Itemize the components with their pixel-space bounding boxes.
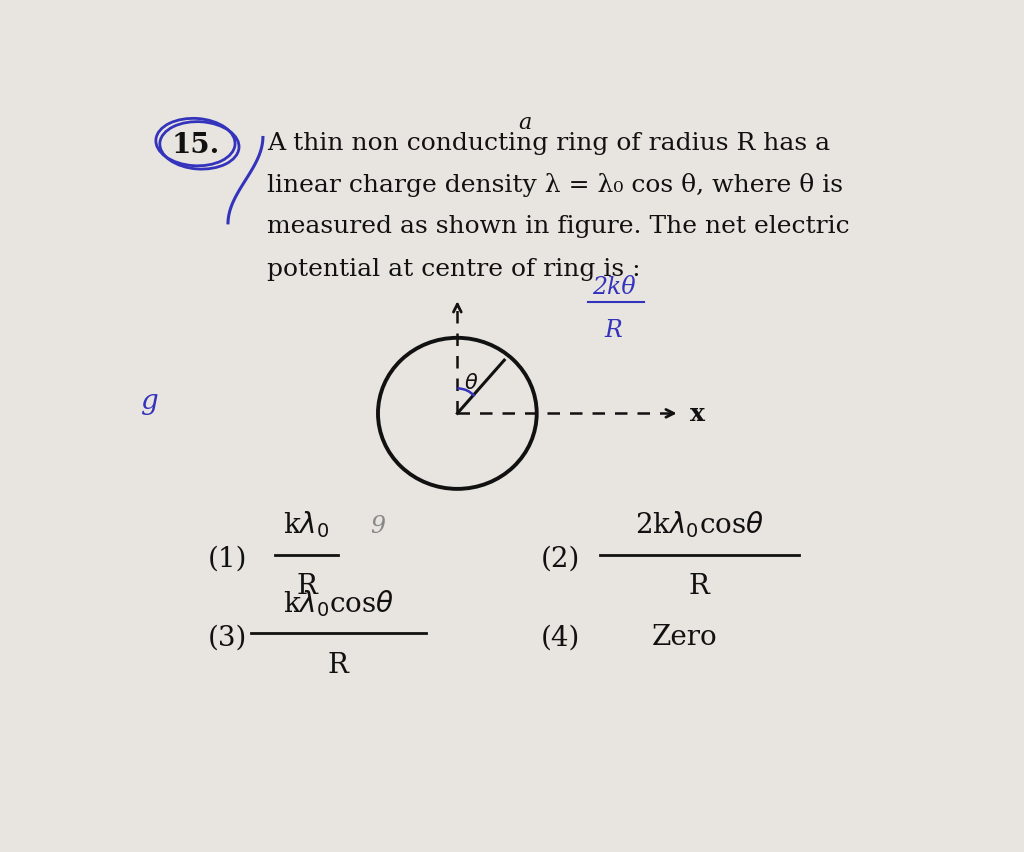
Text: x: x [690,402,705,426]
Text: measured as shown in figure. The net electric: measured as shown in figure. The net ele… [267,215,850,238]
Text: R: R [689,573,710,600]
Text: (2): (2) [541,544,580,572]
Text: (4): (4) [541,624,580,650]
Text: 2k$\lambda_0$cos$\theta$: 2k$\lambda_0$cos$\theta$ [635,509,764,540]
Text: 2kθ: 2kθ [592,276,636,299]
Text: Zero: Zero [652,624,718,650]
Text: $\theta$: $\theta$ [464,373,478,393]
Text: 15.: 15. [172,132,220,158]
Text: g: g [140,388,158,414]
Text: R: R [296,573,317,600]
Text: k$\lambda_0$: k$\lambda_0$ [284,509,330,540]
Text: linear charge density λ = λ₀ cos θ, where θ is: linear charge density λ = λ₀ cos θ, wher… [267,172,843,197]
Text: R: R [328,651,349,678]
Text: k$\lambda_0$cos$\theta$: k$\lambda_0$cos$\theta$ [283,588,394,619]
Text: potential at centre of ring is :: potential at centre of ring is : [267,257,640,280]
Text: a: a [518,112,531,134]
Text: (1): (1) [207,544,247,572]
Text: 9: 9 [371,514,385,537]
Text: (3): (3) [207,624,247,650]
Text: R: R [604,319,622,342]
Text: A thin non conducting ring of radius R has a: A thin non conducting ring of radius R h… [267,132,830,155]
